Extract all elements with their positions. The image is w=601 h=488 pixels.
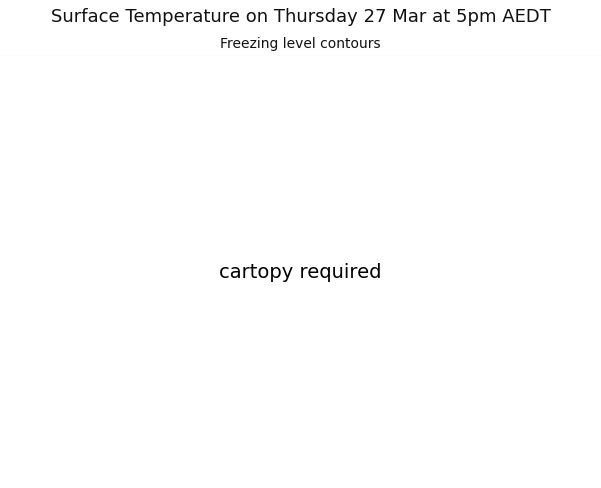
Text: cartopy required: cartopy required [219, 263, 382, 282]
Text: Freezing level contours: Freezing level contours [220, 37, 381, 51]
Text: Surface Temperature on Thursday 27 Mar at 5pm AEDT: Surface Temperature on Thursday 27 Mar a… [50, 8, 551, 26]
